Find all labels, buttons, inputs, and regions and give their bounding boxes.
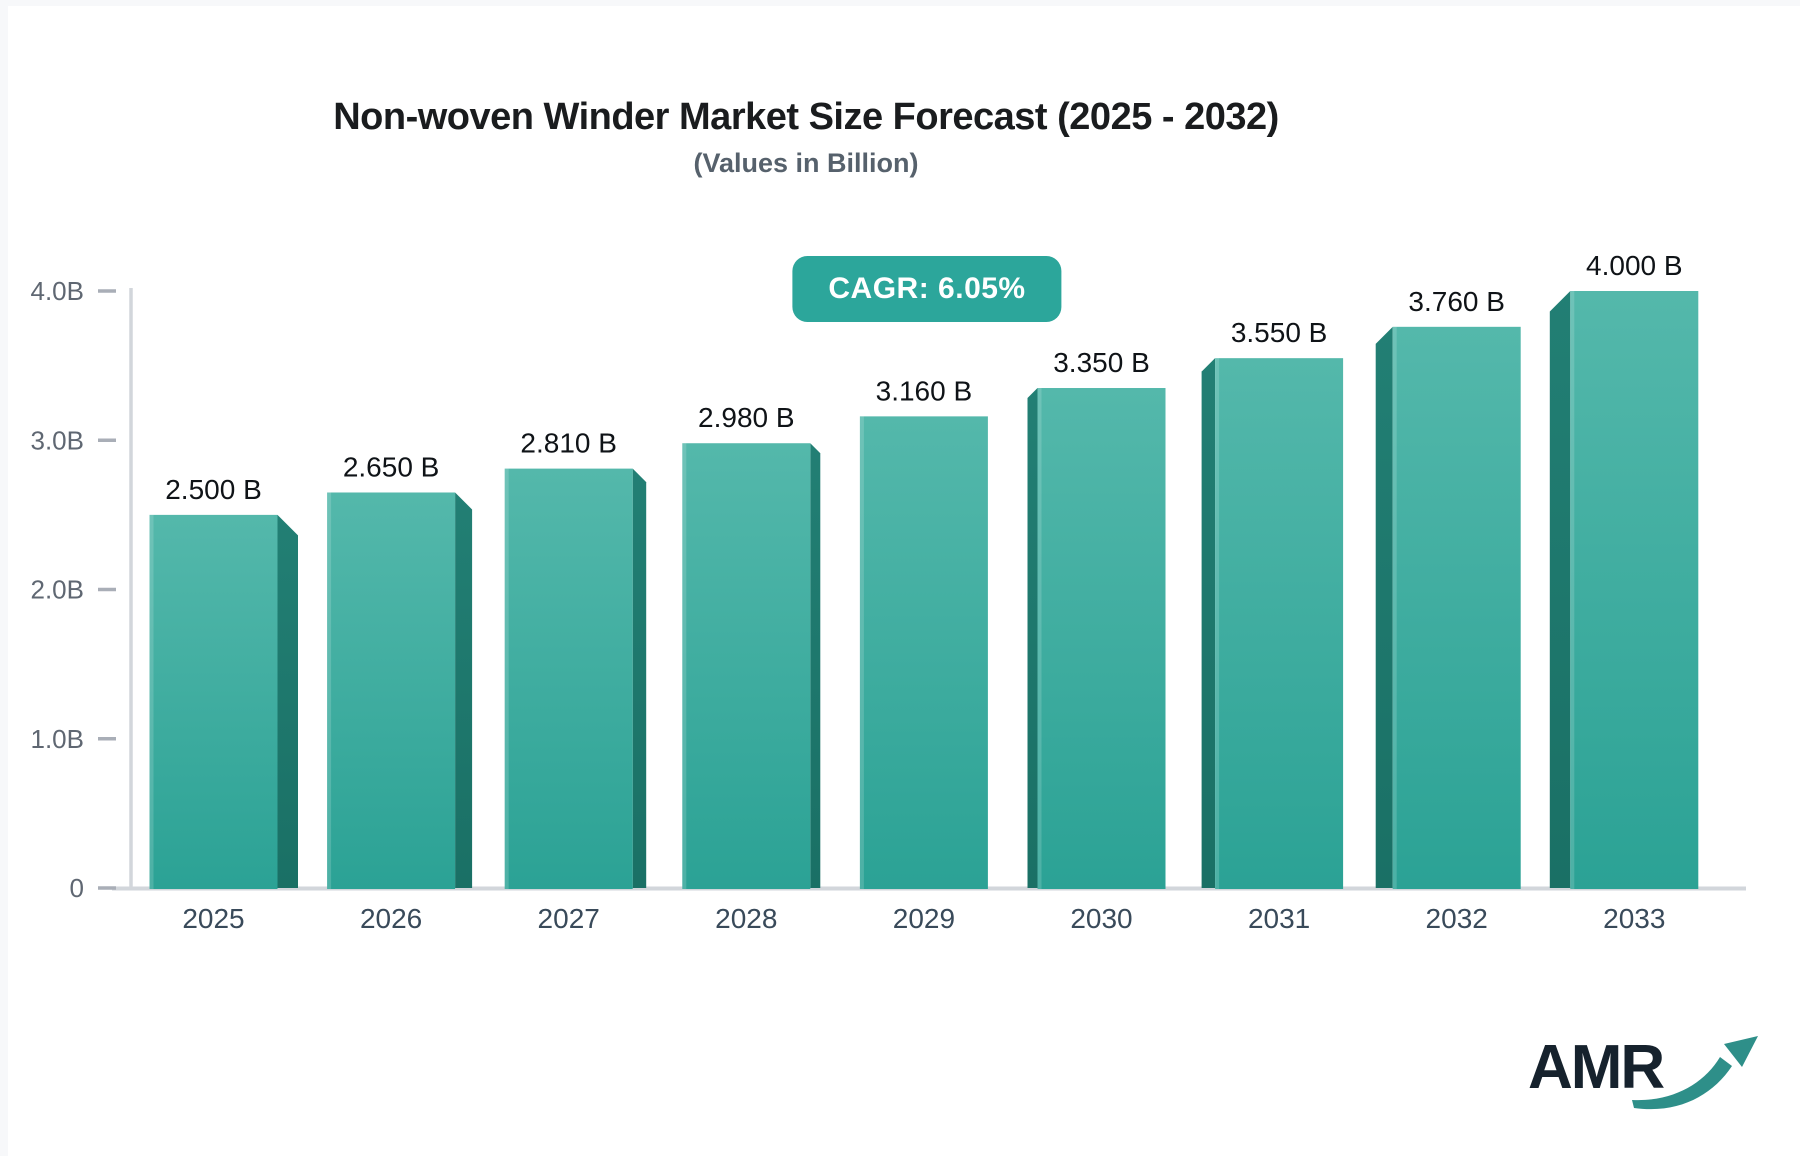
bar-face bbox=[682, 443, 811, 889]
bar-side-face bbox=[632, 468, 647, 888]
amr-logo: AMR bbox=[1528, 1032, 1758, 1142]
growth-arrow-icon bbox=[1632, 1036, 1758, 1110]
bar-value-label: 2.980 B bbox=[698, 402, 795, 433]
bar-value-label: 2.810 B bbox=[520, 428, 617, 459]
bar-face bbox=[1037, 388, 1166, 889]
y-tick-label: 3.0B bbox=[31, 425, 85, 455]
bar-face bbox=[149, 514, 278, 889]
bar-side-face bbox=[277, 514, 298, 888]
bar-face bbox=[859, 416, 988, 889]
bar-edge-highlight bbox=[1392, 326, 1397, 889]
bar-value-label: 3.350 B bbox=[1053, 347, 1150, 378]
bar-side-face bbox=[1201, 358, 1216, 889]
bar-2032: 3.760 B 2032 bbox=[1375, 286, 1521, 934]
bar-value-label: 2.650 B bbox=[343, 451, 440, 482]
y-tick-label: 2.0B bbox=[31, 575, 85, 605]
bar-2027: 2.810 B 2027 bbox=[504, 428, 647, 934]
page-subtitle: (Values in Billion) bbox=[693, 148, 919, 178]
x-axis-label: 2025 bbox=[182, 903, 244, 934]
bar-2028: 2.980 B 2028 bbox=[682, 402, 821, 934]
bar-value-label: 3.760 B bbox=[1408, 286, 1505, 317]
bar-2029: 3.160 B 2029 bbox=[859, 375, 988, 934]
y-tick-label: 1.0B bbox=[31, 724, 85, 754]
bar-2033: 4.000 B 2033 bbox=[1549, 250, 1699, 934]
x-axis-label: 2031 bbox=[1248, 903, 1310, 934]
bar-edge-highlight bbox=[327, 492, 332, 889]
cagr-badge: CAGR: 6.05% bbox=[792, 256, 1062, 322]
x-axis-label: 2030 bbox=[1070, 903, 1132, 934]
amr-logo-text: AMR bbox=[1528, 1033, 1665, 1102]
bar-value-label: 2.500 B bbox=[165, 474, 262, 505]
bar-side-face bbox=[810, 443, 821, 888]
bar-edge-highlight bbox=[1037, 388, 1042, 889]
y-tick-label: 0 bbox=[70, 873, 84, 903]
bar-2025: 2.500 B 2025 bbox=[149, 474, 298, 934]
bar-face bbox=[327, 492, 456, 889]
bar-value-label: 4.000 B bbox=[1586, 250, 1683, 281]
bar-side-face bbox=[455, 492, 473, 888]
bar-edge-highlight bbox=[859, 416, 864, 889]
x-axis-label: 2029 bbox=[893, 903, 955, 934]
x-axis-label: 2027 bbox=[538, 903, 600, 934]
bar-2030: 3.350 B 2030 bbox=[1027, 347, 1166, 934]
bar-side-face bbox=[1375, 326, 1393, 888]
x-axis-label: 2033 bbox=[1603, 903, 1665, 934]
bar-face bbox=[1570, 291, 1699, 889]
page-title: Non-woven Winder Market Size Forecast (2… bbox=[333, 96, 1279, 138]
bar-2026: 2.650 B 2026 bbox=[327, 451, 473, 934]
bar-side-face bbox=[1027, 388, 1038, 888]
bar-face bbox=[504, 468, 633, 889]
bar-value-label: 3.550 B bbox=[1231, 317, 1328, 348]
bar-face bbox=[1392, 326, 1521, 889]
bar-edge-highlight bbox=[1570, 291, 1575, 889]
bar-2031: 3.550 B 2031 bbox=[1201, 317, 1344, 934]
x-axis-label: 2028 bbox=[715, 903, 777, 934]
x-axis-label: 2032 bbox=[1426, 903, 1488, 934]
y-tick-label: 4.0B bbox=[31, 276, 85, 306]
bar-edge-highlight bbox=[504, 468, 509, 889]
bar-side-face bbox=[1549, 291, 1571, 888]
bar-face bbox=[1215, 358, 1344, 890]
bar-value-label: 3.160 B bbox=[876, 375, 973, 406]
x-axis-label: 2026 bbox=[360, 903, 422, 934]
bar-edge-highlight bbox=[1215, 358, 1220, 890]
bar-edge-highlight bbox=[682, 443, 687, 889]
bar-edge-highlight bbox=[149, 514, 154, 889]
